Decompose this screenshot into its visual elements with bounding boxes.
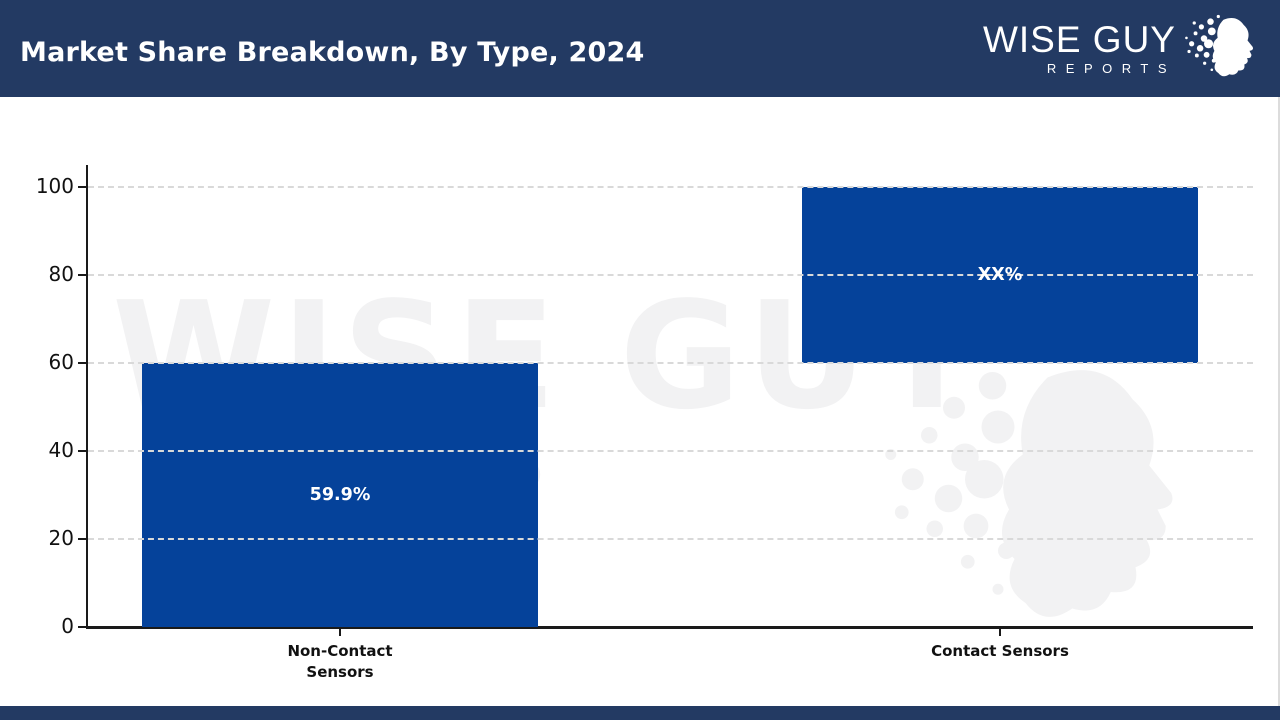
y-tick-label: 60 — [48, 350, 74, 374]
gridline-y-40 — [88, 450, 1253, 452]
footer-bar — [0, 706, 1280, 720]
x-tick-mark — [339, 628, 341, 636]
x-tick-mark — [999, 628, 1001, 636]
gridline-y-20 — [88, 538, 1253, 540]
y-tick-mark — [78, 274, 86, 276]
watermark-face-icon — [855, 348, 1185, 642]
logo-wordmark: WISE GUY — [982, 19, 1176, 60]
y-tick-mark — [78, 186, 86, 188]
bar-value-label: 59.9% — [309, 485, 371, 506]
gridline-y-60 — [88, 362, 1253, 364]
bar-value-label: XX% — [977, 265, 1023, 286]
y-tick-label: 20 — [48, 526, 74, 550]
y-tick-mark — [78, 362, 86, 364]
wiseguy-logo: WISE GUY REPORTS — [983, 6, 1256, 92]
y-tick-mark — [78, 626, 86, 628]
bar-chart-plot-area: 0 20 40 60 80 100 59.9% Non-Contact Sensors XX% C… — [36, 165, 1253, 681]
y-tick-label: 0 — [61, 614, 74, 638]
x-axis-spine — [86, 626, 1253, 629]
page-right-border — [1278, 97, 1280, 706]
y-tick-mark — [78, 538, 86, 540]
y-tick-label: 40 — [48, 438, 74, 462]
x-category-label: Non-Contact Sensors — [287, 642, 393, 681]
x-category-label: Contact Sensors — [931, 642, 1069, 660]
y-tick-label: 80 — [48, 262, 74, 286]
logo-subtitle: REPORTS — [1046, 61, 1176, 76]
y-axis-spine — [86, 165, 88, 627]
page-title: Market Share Breakdown, By Type, 2024 — [20, 37, 645, 68]
gridline-y-100 — [88, 186, 1253, 188]
bar-non-contact-sensors — [142, 363, 538, 627]
y-tick-mark — [78, 450, 86, 452]
y-tick-label: 100 — [35, 174, 74, 198]
header-bar: Market Share Breakdown, By Type, 2024 WI… — [0, 0, 1280, 97]
gridline-y-80 — [88, 274, 1253, 276]
wiseguy-face-icon — [1178, 6, 1256, 92]
